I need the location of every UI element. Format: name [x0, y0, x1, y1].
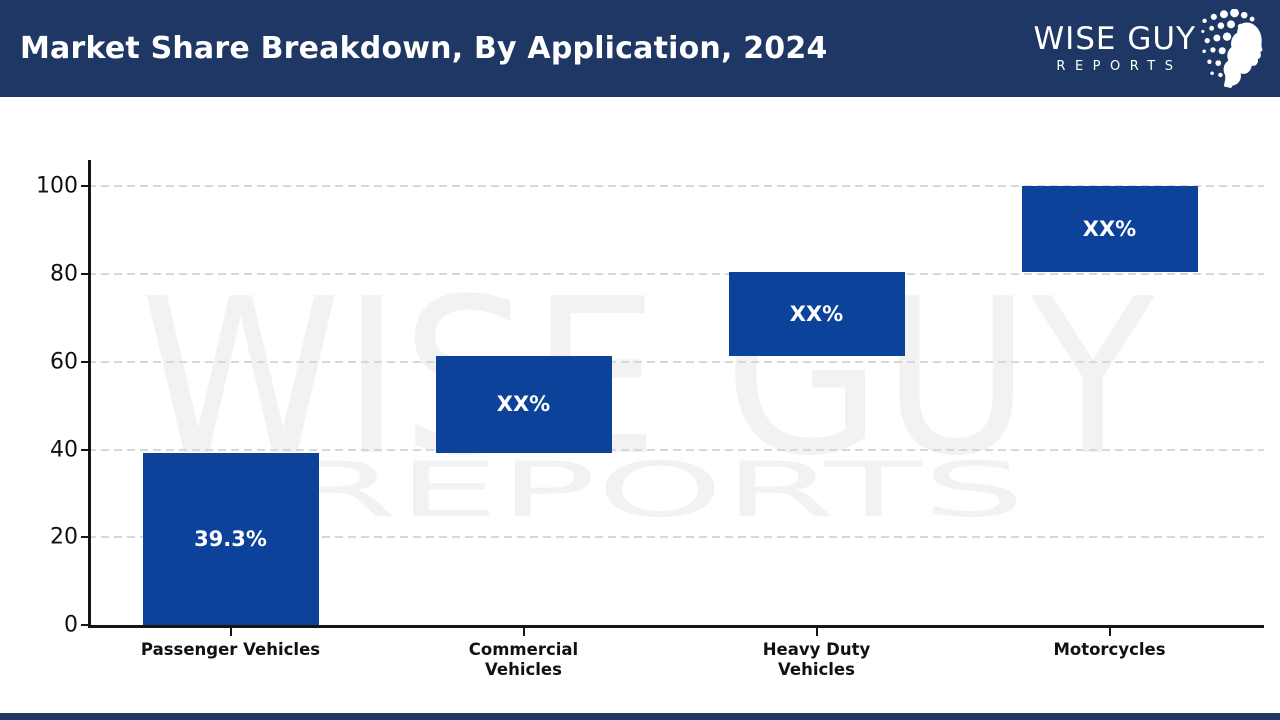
x-label-passenger-vehicles: Passenger Vehicles	[140, 640, 321, 659]
y-tick-40	[81, 448, 88, 451]
y-axis	[88, 160, 91, 628]
y-tick-100	[81, 185, 88, 188]
x-label-motorcycles: Motorcycles	[1053, 640, 1166, 659]
y-tick-80	[81, 273, 88, 275]
x-axis	[88, 625, 1264, 628]
y-tick-label-0: 0	[64, 612, 78, 638]
x-tick-heavy-duty-vehicles	[815, 628, 818, 636]
bar-value-label: 39.3%	[194, 526, 267, 551]
y-tick-20	[81, 536, 88, 539]
gridline-40	[88, 448, 1264, 451]
x-tick-commercial-vehicles	[522, 628, 525, 636]
brand-wordmark: WISE GUY REPORTS	[1033, 21, 1196, 74]
bar-value-label: XX%	[1082, 217, 1137, 242]
y-tick-label-80: 80	[50, 261, 78, 287]
bar-value-label: XX%	[496, 392, 551, 417]
header: Market Share Breakdown, By Application, …	[0, 0, 1280, 97]
gridline-60	[88, 360, 1264, 363]
brand-logo: WISE GUY REPORTS	[1033, 8, 1264, 89]
y-tick-label-20: 20	[50, 524, 78, 550]
x-label-heavy-duty-vehicles: Heavy Duty Vehicles	[762, 640, 871, 679]
y-tick-0	[81, 624, 88, 626]
watermark-reports-text: REPORTS	[285, 445, 1025, 534]
bar-heavy-duty-vehicles: XX%	[728, 272, 905, 357]
footer-strip	[0, 713, 1280, 720]
x-tick-motorcycles	[1108, 628, 1111, 636]
y-tick-60	[81, 360, 88, 363]
gridline-80	[88, 273, 1264, 275]
gridline-100	[88, 185, 1264, 188]
bar-motorcycles: XX%	[1021, 186, 1198, 273]
brand-subtitle-text: REPORTS	[1056, 59, 1183, 74]
brand-head-icon	[1201, 8, 1263, 88]
y-tick-label-60: 60	[50, 349, 78, 375]
x-tick-passenger-vehicles	[229, 628, 232, 636]
bar-passenger-vehicles: 39.3%	[142, 452, 319, 625]
x-label-commercial-vehicles: Commercial Vehicles	[468, 640, 579, 679]
bar-commercial-vehicles: XX%	[435, 356, 612, 453]
y-tick-label-100: 100	[36, 173, 78, 199]
y-tick-label-40: 40	[50, 437, 78, 462]
brand-name-text: WISE GUY	[1033, 21, 1196, 57]
gridline-20	[88, 536, 1264, 539]
page-title: Market Share Breakdown, By Application, …	[20, 31, 828, 66]
bar-value-label: XX%	[789, 302, 844, 327]
